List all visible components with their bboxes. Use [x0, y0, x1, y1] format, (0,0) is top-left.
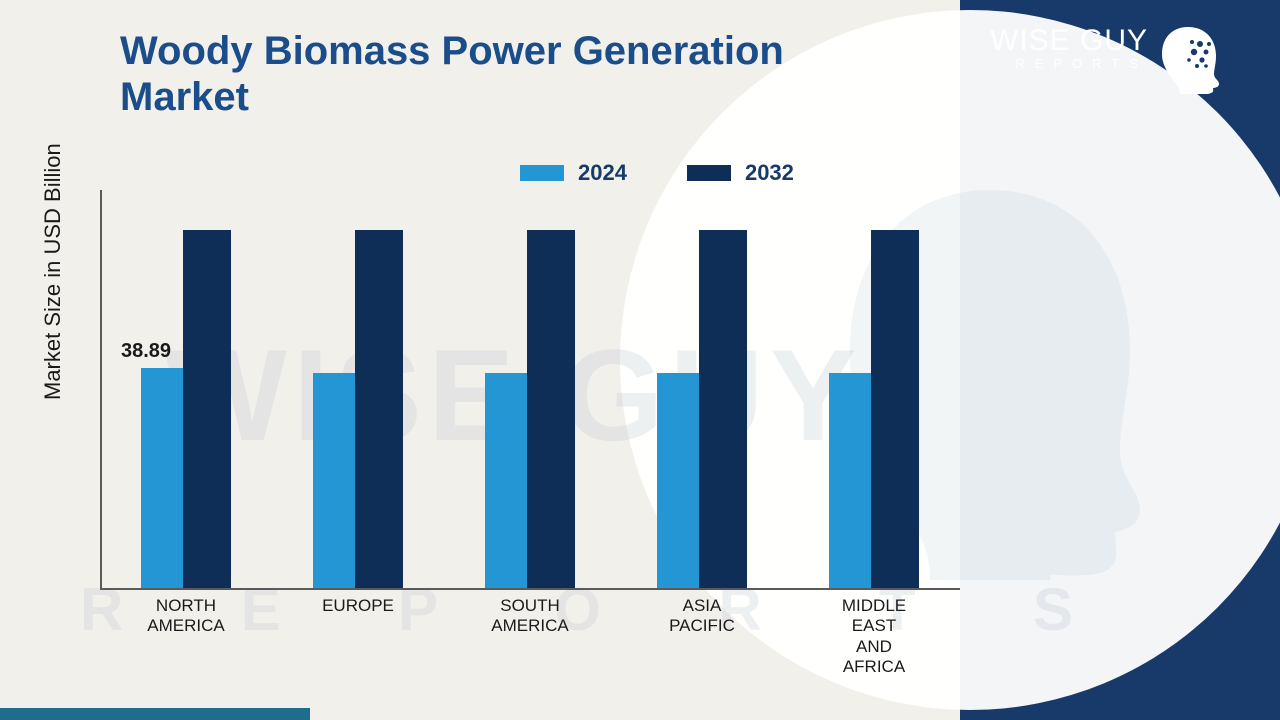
- bar-2032: [699, 230, 747, 590]
- bar-group: [804, 230, 944, 590]
- bar-group: [460, 230, 600, 590]
- chart-title: Woody Biomass Power Generation Market: [120, 28, 840, 120]
- bar-2024: [829, 373, 877, 590]
- legend-item-2032: 2032: [687, 160, 794, 186]
- bar-2032: [355, 230, 403, 590]
- brand-logo: WISE GUY REPORTS: [990, 24, 1250, 104]
- bar-2024: [657, 373, 705, 590]
- bar-group: [288, 230, 428, 590]
- x-axis-label: EUROPE: [288, 596, 428, 678]
- bar-value-label: 38.89: [121, 340, 171, 363]
- x-axis-line: [100, 588, 960, 590]
- legend-item-2024: 2024: [520, 160, 627, 186]
- bar-2032: [871, 230, 919, 590]
- bar-2024: [485, 373, 533, 590]
- x-axis-label: ASIA PACIFIC: [632, 596, 772, 678]
- bottom-accent-strip: [0, 708, 310, 720]
- bar-groups: 38.89: [100, 190, 960, 590]
- bar-2032: [183, 230, 231, 590]
- logo-head-icon: [1156, 24, 1226, 94]
- logo-sub-text: REPORTS: [1015, 56, 1148, 71]
- legend-swatch-2024: [520, 165, 564, 181]
- x-axis-label: SOUTH AMERICA: [460, 596, 600, 678]
- bar-2032: [527, 230, 575, 590]
- bar-group: 38.89: [116, 230, 256, 590]
- legend-swatch-2032: [687, 165, 731, 181]
- logo-main-text: WISE GUY: [990, 24, 1148, 58]
- bar-2024: [313, 373, 361, 590]
- x-axis-label: NORTH AMERICA: [116, 596, 256, 678]
- x-axis-label: MIDDLE EAST AND AFRICA: [804, 596, 944, 678]
- bar-2024: 38.89: [141, 368, 189, 590]
- legend-label-2032: 2032: [745, 160, 794, 186]
- legend: 2024 2032: [520, 160, 794, 186]
- x-axis-labels: NORTH AMERICA EUROPE SOUTH AMERICA ASIA PAC…: [100, 596, 960, 678]
- y-axis-label: Market Size in USD Billion: [40, 143, 66, 400]
- chart-area: 38.89: [100, 190, 960, 590]
- legend-label-2024: 2024: [578, 160, 627, 186]
- bar-group: [632, 230, 772, 590]
